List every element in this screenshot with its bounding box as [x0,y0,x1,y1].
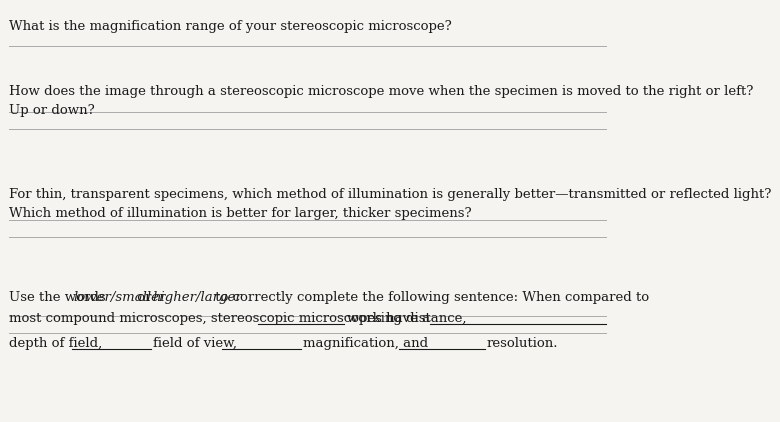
Text: resolution.: resolution. [487,337,558,350]
Text: How does the image through a stereoscopic microscope move when the specimen is m: How does the image through a stereoscopi… [9,85,753,98]
Text: to correctly complete the following sentence: When compared to: to correctly complete the following sent… [211,291,649,304]
Text: working distance,: working distance, [347,312,466,325]
Text: Up or down?: Up or down? [9,104,94,117]
Text: magnification, and: magnification, and [303,337,428,350]
Text: What is the magnification range of your stereoscopic microscope?: What is the magnification range of your … [9,20,452,33]
Text: or: or [133,291,156,304]
Text: Use the words: Use the words [9,291,110,304]
Text: depth of field,: depth of field, [9,337,102,350]
Text: Which method of illumination is better for larger, thicker specimens?: Which method of illumination is better f… [9,207,471,220]
Text: most compound microscopes, stereoscopic microscopes have a: most compound microscopes, stereoscopic … [9,312,430,325]
Text: higher/larger: higher/larger [153,291,243,304]
Text: lower/smaller: lower/smaller [73,291,165,304]
Text: For thin, transparent specimens, which method of illumination is generally bette: For thin, transparent specimens, which m… [9,188,771,201]
Text: field of view,: field of view, [153,337,237,350]
